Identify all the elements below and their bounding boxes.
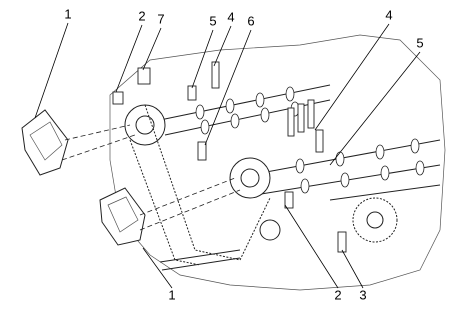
leader-line xyxy=(142,247,173,289)
sensors xyxy=(112,61,347,253)
callout-label: 3 xyxy=(359,287,366,302)
callout-label: 2 xyxy=(138,8,145,23)
leader-line xyxy=(204,29,252,146)
leader-line xyxy=(341,249,364,289)
block-outline xyxy=(109,34,446,291)
illustration xyxy=(21,34,446,291)
callout-label: 2 xyxy=(334,287,341,302)
callout-label: 4 xyxy=(385,7,392,22)
leader-line xyxy=(284,204,339,289)
crankshaft xyxy=(159,249,241,271)
callout-label: 1 xyxy=(168,287,175,302)
callout-label: 5 xyxy=(416,35,423,50)
leader-line xyxy=(329,51,421,166)
leader-line xyxy=(213,25,232,67)
callouts: 1 2 7 5 4 6 451 2 3 xyxy=(34,6,424,302)
callout-label: 5 xyxy=(209,13,216,28)
leader-line xyxy=(34,22,69,119)
callout-label: 4 xyxy=(227,9,234,24)
timing-chain xyxy=(129,104,271,266)
leader-line xyxy=(314,23,390,131)
camshafts xyxy=(159,84,441,201)
callout-label: 6 xyxy=(247,13,254,28)
callout-label: 7 xyxy=(157,11,164,26)
leader-line xyxy=(191,29,214,89)
sprockets xyxy=(124,104,398,243)
callout-label: 1 xyxy=(64,6,71,21)
covers xyxy=(21,109,241,246)
leader-line xyxy=(115,24,143,93)
leader-line xyxy=(142,27,162,71)
